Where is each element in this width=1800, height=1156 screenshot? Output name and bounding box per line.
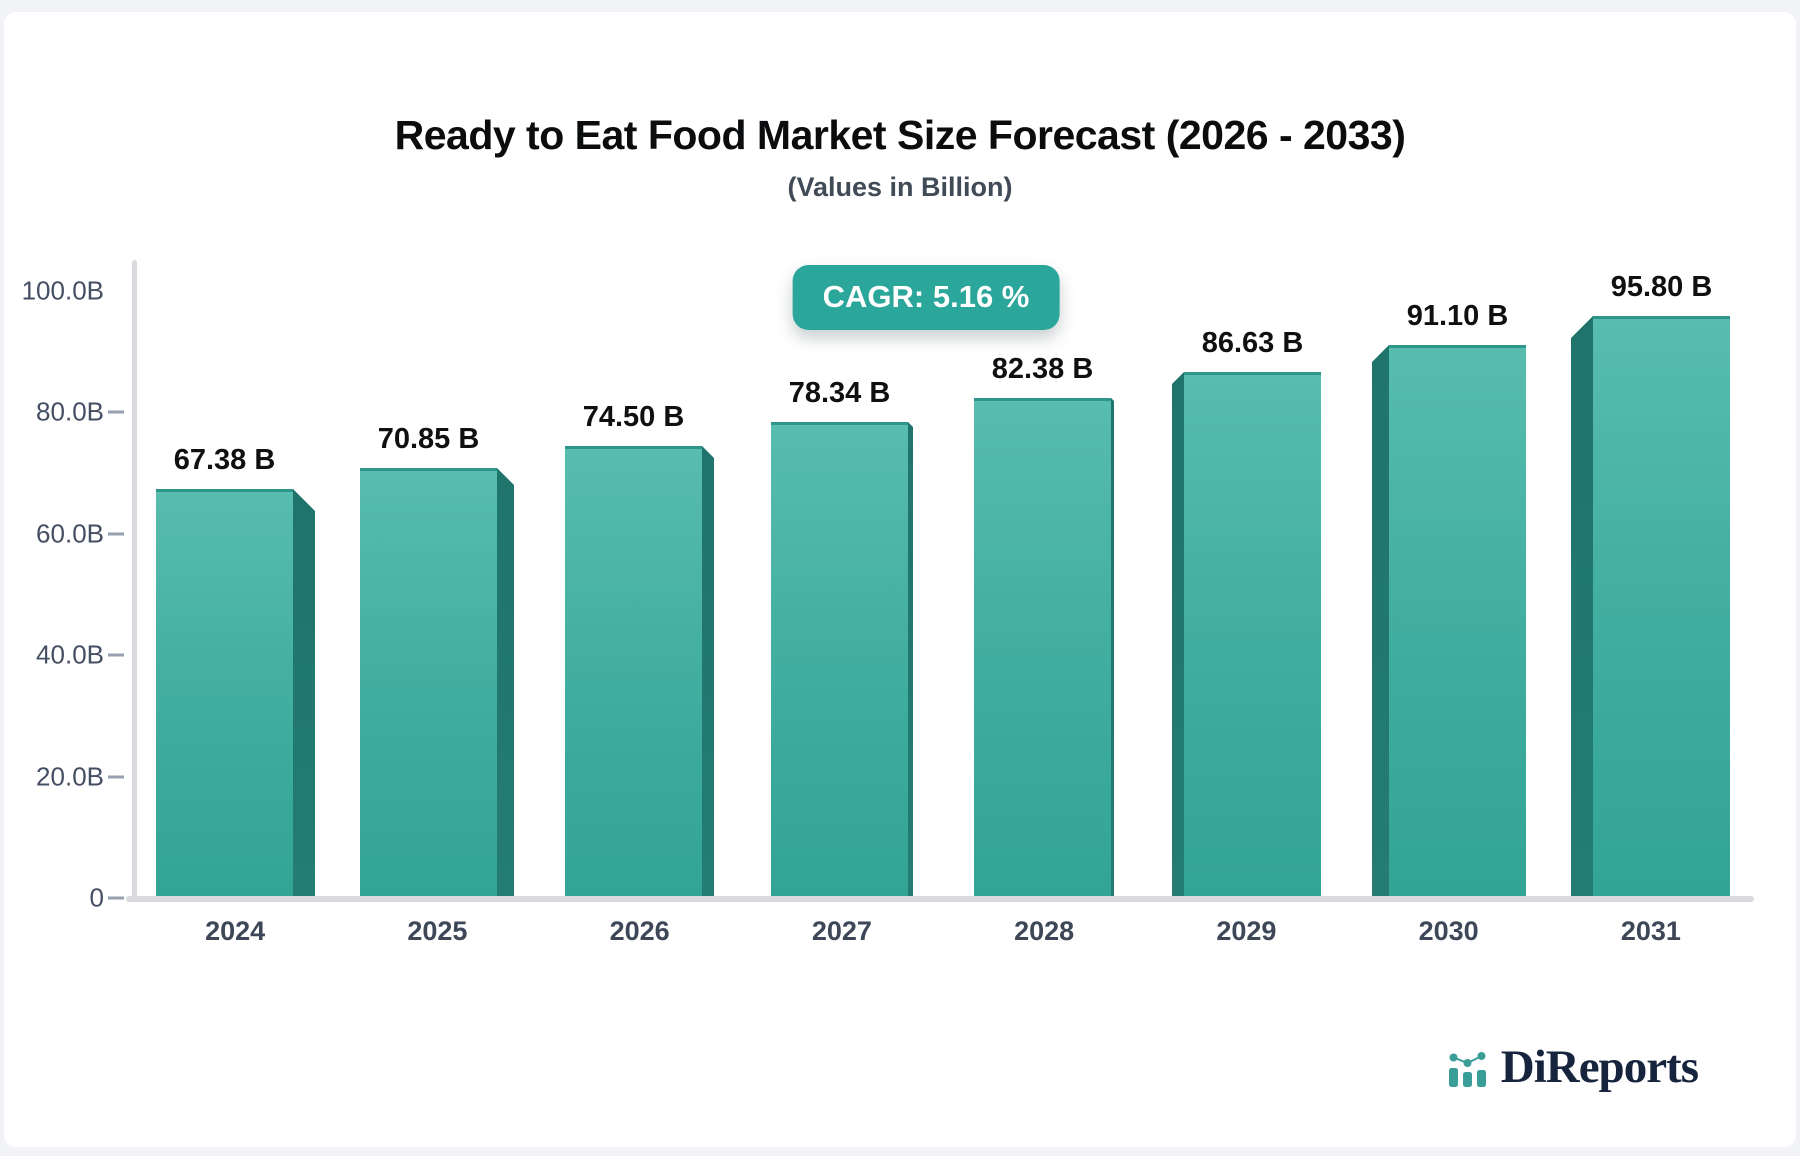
bar-value-label-2025: 70.85 B — [377, 423, 480, 455]
brand-name: DiReports — [1500, 1041, 1699, 1093]
bar-2026 — [565, 446, 702, 898]
bar-value-label-2030: 91.10 B — [1406, 300, 1509, 332]
chart-subtitle: (Values in Billion) — [787, 172, 1013, 202]
y-tick-mark — [108, 532, 124, 536]
x-axis-line — [126, 896, 1754, 902]
y-tick-mark — [108, 896, 124, 900]
y-tick-label: 60.0B — [36, 518, 104, 549]
bar-2031 — [1593, 316, 1730, 898]
bar-2030 — [1389, 345, 1526, 898]
bar-side-2024 — [293, 489, 315, 898]
chart-title: Ready to Eat Food Market Size Forecast (… — [394, 112, 1406, 158]
x-tick-label-2026: 2026 — [609, 916, 670, 946]
y-tick-mark — [108, 653, 124, 657]
bar-2029 — [1184, 372, 1321, 898]
brand-logo: DiReports — [1446, 1041, 1699, 1093]
bar-value-label-2027: 78.34 B — [788, 377, 891, 409]
y-tick-label: 100.0B — [21, 275, 104, 306]
bar-side-2027 — [908, 422, 913, 898]
x-tick-label-2029: 2029 — [1216, 916, 1277, 946]
y-tick-label: 80.0B — [36, 396, 104, 427]
x-tick-label-2027: 2027 — [811, 916, 872, 946]
bar-value-label-2024: 67.38 B — [173, 444, 276, 476]
bar-2027 — [771, 422, 908, 898]
x-tick-label-2028: 2028 — [1014, 916, 1075, 946]
bar-side-2025 — [497, 468, 514, 898]
bar-side-2026 — [702, 446, 714, 898]
bar-value-label-2028: 82.38 B — [991, 353, 1094, 385]
bar-chart-trend-icon — [1448, 1052, 1486, 1088]
bar-value-label-2026: 74.50 B — [582, 401, 685, 433]
y-tick-mark — [108, 410, 124, 414]
y-tick-label: 20.0B — [36, 761, 104, 792]
bar-2025 — [360, 468, 497, 898]
bar-value-label-2029: 86.63 B — [1201, 327, 1304, 359]
bar-value-label-2031: 95.80 B — [1610, 271, 1713, 303]
x-tick-label-2024: 2024 — [205, 916, 266, 946]
cagr-badge: CAGR: 5.16 % — [792, 265, 1060, 330]
y-tick-mark — [108, 775, 124, 779]
x-tick-label-2025: 2025 — [407, 916, 468, 946]
bar-side-2030 — [1372, 345, 1389, 898]
y-tick-label: 40.0B — [36, 639, 104, 670]
x-tick-label-2031: 2031 — [1620, 916, 1681, 946]
bar-side-2028 — [1111, 398, 1114, 898]
plot-area: 100.0B 80.0B 60.0B 40.0B 20.0B 0 67.38 B 70.85… — [4, 12, 1796, 1147]
bar-side-2029 — [1172, 372, 1184, 898]
chart-card: Ready to Eat Food Market Size Forecast (… — [4, 12, 1796, 1147]
y-axis-line — [132, 260, 137, 902]
bar-2028 — [974, 398, 1111, 898]
y-tick-label: 0 — [89, 882, 104, 913]
bar-side-2031 — [1571, 316, 1593, 898]
bar-2024 — [156, 489, 293, 898]
x-tick-label-2030: 2030 — [1418, 916, 1479, 946]
